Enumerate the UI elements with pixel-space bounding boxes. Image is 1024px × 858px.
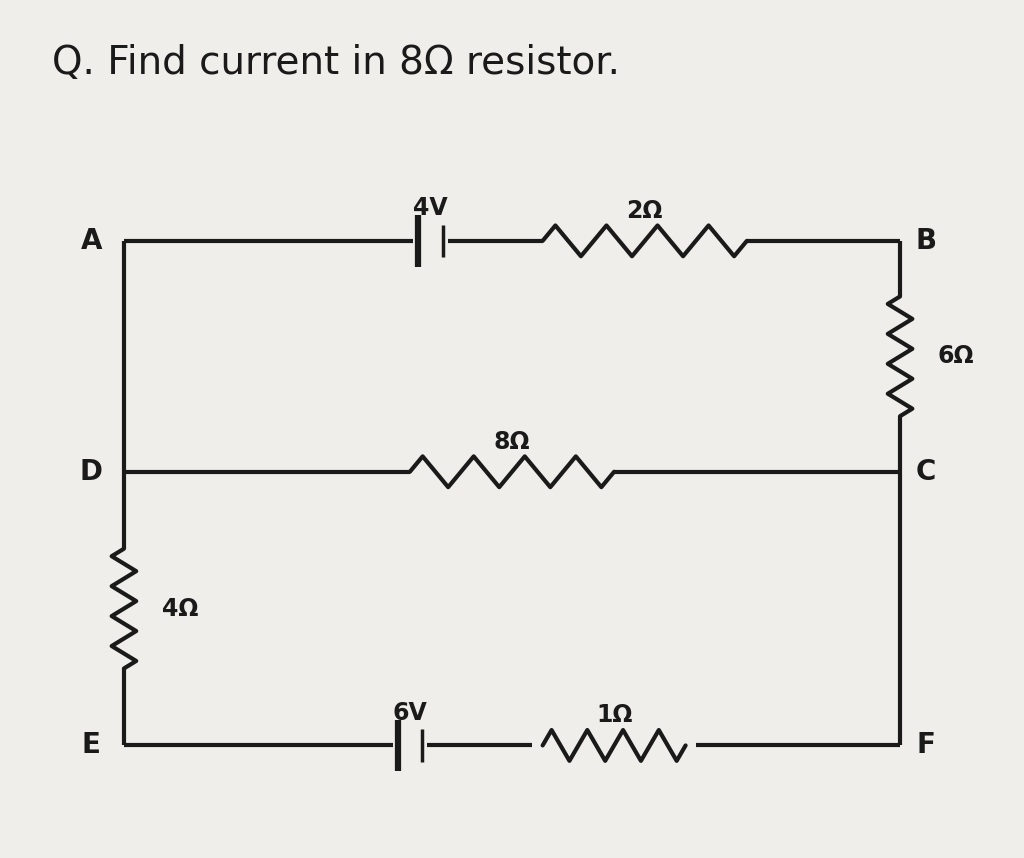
Text: 6Ω: 6Ω — [938, 344, 975, 368]
Text: B: B — [915, 227, 936, 255]
Text: C: C — [915, 458, 936, 486]
Text: Q. Find current in 8Ω resistor.: Q. Find current in 8Ω resistor. — [52, 44, 621, 82]
Text: D: D — [80, 458, 102, 486]
Text: 1Ω: 1Ω — [596, 704, 632, 728]
Text: F: F — [916, 731, 935, 759]
Text: 4Ω: 4Ω — [162, 596, 199, 620]
Text: 8Ω: 8Ω — [494, 430, 530, 454]
Text: E: E — [82, 731, 100, 759]
Text: A: A — [81, 227, 102, 255]
Text: 2Ω: 2Ω — [627, 199, 663, 223]
Text: 6V: 6V — [392, 701, 427, 725]
Text: 4V: 4V — [413, 196, 447, 221]
